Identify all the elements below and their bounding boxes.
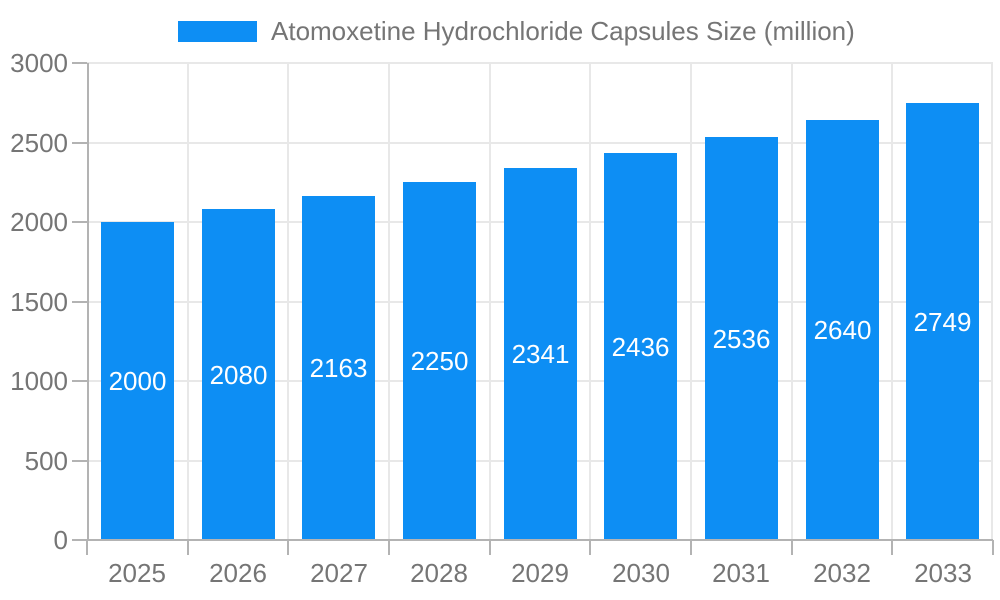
gridline-horizontal xyxy=(87,62,993,64)
gridline-vertical xyxy=(991,63,993,540)
x-axis-tick xyxy=(690,540,692,555)
y-axis-tick xyxy=(72,221,87,223)
y-tick-label: 0 xyxy=(53,525,68,555)
x-tick-label: 2031 xyxy=(712,558,770,588)
x-axis-tick xyxy=(187,540,189,555)
bar-2028[interactable] xyxy=(403,182,476,540)
x-tick-label: 2032 xyxy=(813,558,871,588)
y-axis-tick xyxy=(72,300,87,303)
x-tick-label: 2027 xyxy=(310,558,368,588)
gridline-horizontal xyxy=(87,141,993,144)
y-axis-tick xyxy=(72,141,87,144)
gridline-vertical xyxy=(287,63,289,540)
y-axis-tick xyxy=(72,459,87,462)
legend[interactable]: Atomoxetine Hydrochloride Capsules Size … xyxy=(178,16,855,47)
y-tick-label: 1000 xyxy=(10,366,68,396)
y-axis-line xyxy=(87,63,89,540)
x-tick-label: 2030 xyxy=(612,558,670,588)
x-tick-label: 2028 xyxy=(410,558,468,588)
x-tick-label: 2029 xyxy=(511,558,569,588)
x-axis-tick xyxy=(791,540,793,555)
x-axis-tick xyxy=(589,540,591,555)
gridline-vertical xyxy=(690,63,692,540)
x-axis-tick xyxy=(992,540,994,555)
x-tick-label: 2025 xyxy=(108,558,166,588)
bar-2031[interactable] xyxy=(705,137,778,540)
x-axis-line xyxy=(72,539,993,541)
y-tick-label: 1500 xyxy=(10,286,68,317)
gridline-vertical xyxy=(791,63,793,540)
y-axis-tick xyxy=(72,62,87,64)
x-axis-tick xyxy=(891,540,893,555)
y-tick-label: 2000 xyxy=(10,207,68,237)
y-tick-label: 500 xyxy=(24,445,68,476)
gridline-vertical xyxy=(187,63,189,540)
gridline-vertical xyxy=(388,63,390,540)
bar-2029[interactable] xyxy=(504,168,577,540)
y-axis-tick xyxy=(72,539,87,541)
x-axis-tick xyxy=(388,540,390,555)
x-axis-tick xyxy=(489,540,491,555)
gridline-vertical xyxy=(489,63,491,540)
bar-2027[interactable] xyxy=(302,196,375,540)
bar-2030[interactable] xyxy=(604,153,677,540)
bar-2033[interactable] xyxy=(906,103,979,540)
x-tick-label: 2033 xyxy=(914,558,972,588)
y-tick-label: 2500 xyxy=(10,127,68,158)
y-tick-label: 3000 xyxy=(10,48,68,78)
bar-2032[interactable] xyxy=(806,120,879,540)
bar-2026[interactable] xyxy=(202,209,275,540)
y-axis-tick xyxy=(72,380,87,382)
legend-swatch xyxy=(178,21,257,42)
legend-label: Atomoxetine Hydrochloride Capsules Size … xyxy=(271,16,855,46)
plot-area: 2000 2080 2163 2250 2341 2436 2536 2640 2749 xyxy=(87,62,993,540)
x-tick-label: 2026 xyxy=(209,558,267,588)
bar-2025[interactable] xyxy=(101,222,174,540)
gridline-vertical xyxy=(891,63,893,540)
x-axis-tick xyxy=(86,540,88,555)
x-axis-tick xyxy=(287,540,289,555)
gridline-vertical xyxy=(589,63,591,540)
